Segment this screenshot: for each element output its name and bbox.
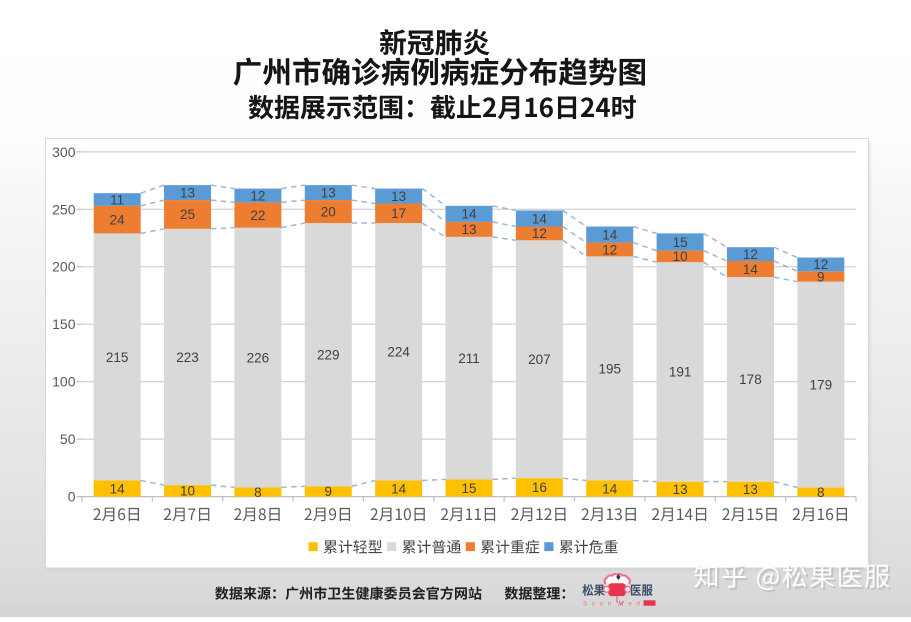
svg-text:8: 8 xyxy=(817,485,825,500)
svg-text:179: 179 xyxy=(810,377,833,392)
svg-text:ed: ed xyxy=(628,601,644,608)
svg-text:207: 207 xyxy=(528,352,551,367)
svg-text:12: 12 xyxy=(813,257,828,272)
svg-text:14: 14 xyxy=(110,481,126,496)
svg-text:200: 200 xyxy=(52,259,76,275)
svg-text:0: 0 xyxy=(68,489,76,505)
svg-text:25: 25 xyxy=(180,207,195,222)
svg-text:211: 211 xyxy=(458,351,480,366)
svg-text:226: 226 xyxy=(247,350,270,365)
svg-text:215: 215 xyxy=(106,350,129,365)
svg-text:300: 300 xyxy=(52,144,76,160)
svg-text:9: 9 xyxy=(325,484,333,499)
svg-text:195: 195 xyxy=(598,361,621,376)
svg-text:13: 13 xyxy=(743,482,758,497)
svg-text:10: 10 xyxy=(180,484,195,499)
svg-text:Scon: Scon xyxy=(583,601,616,608)
svg-text:223: 223 xyxy=(176,350,199,365)
svg-text:13: 13 xyxy=(391,189,406,204)
svg-text:16: 16 xyxy=(532,480,547,495)
svg-text:14: 14 xyxy=(532,211,548,226)
svg-text:229: 229 xyxy=(317,347,340,362)
svg-text:13: 13 xyxy=(461,222,476,237)
svg-text:14: 14 xyxy=(602,227,618,242)
svg-text:9: 9 xyxy=(817,269,825,284)
svg-text:8: 8 xyxy=(254,485,262,500)
svg-text:22: 22 xyxy=(250,208,265,223)
svg-text:100: 100 xyxy=(52,374,76,390)
svg-text:12: 12 xyxy=(743,247,758,262)
svg-text:14: 14 xyxy=(391,481,407,496)
svg-text:24: 24 xyxy=(110,212,126,227)
svg-text:178: 178 xyxy=(739,372,762,387)
svg-text:10: 10 xyxy=(673,249,688,264)
svg-text:50: 50 xyxy=(60,431,76,447)
svg-text:12: 12 xyxy=(602,242,617,257)
svg-text:191: 191 xyxy=(669,365,692,380)
svg-text:250: 250 xyxy=(52,201,76,217)
svg-text:11: 11 xyxy=(110,192,124,207)
svg-text:13: 13 xyxy=(321,185,336,200)
svg-text:224: 224 xyxy=(387,345,410,360)
svg-text:13: 13 xyxy=(673,482,688,497)
svg-text:12: 12 xyxy=(250,188,265,203)
svg-text:14: 14 xyxy=(602,481,618,496)
svg-text:150: 150 xyxy=(52,316,76,332)
svg-text:13: 13 xyxy=(180,185,195,200)
svg-text:12: 12 xyxy=(532,226,547,241)
svg-text:17: 17 xyxy=(391,206,406,221)
svg-text:15: 15 xyxy=(461,481,476,496)
svg-text:M: M xyxy=(618,601,624,608)
svg-text:14: 14 xyxy=(461,207,477,222)
svg-text:15: 15 xyxy=(673,235,688,250)
svg-text:14: 14 xyxy=(743,262,759,277)
svg-text:20: 20 xyxy=(321,204,336,219)
